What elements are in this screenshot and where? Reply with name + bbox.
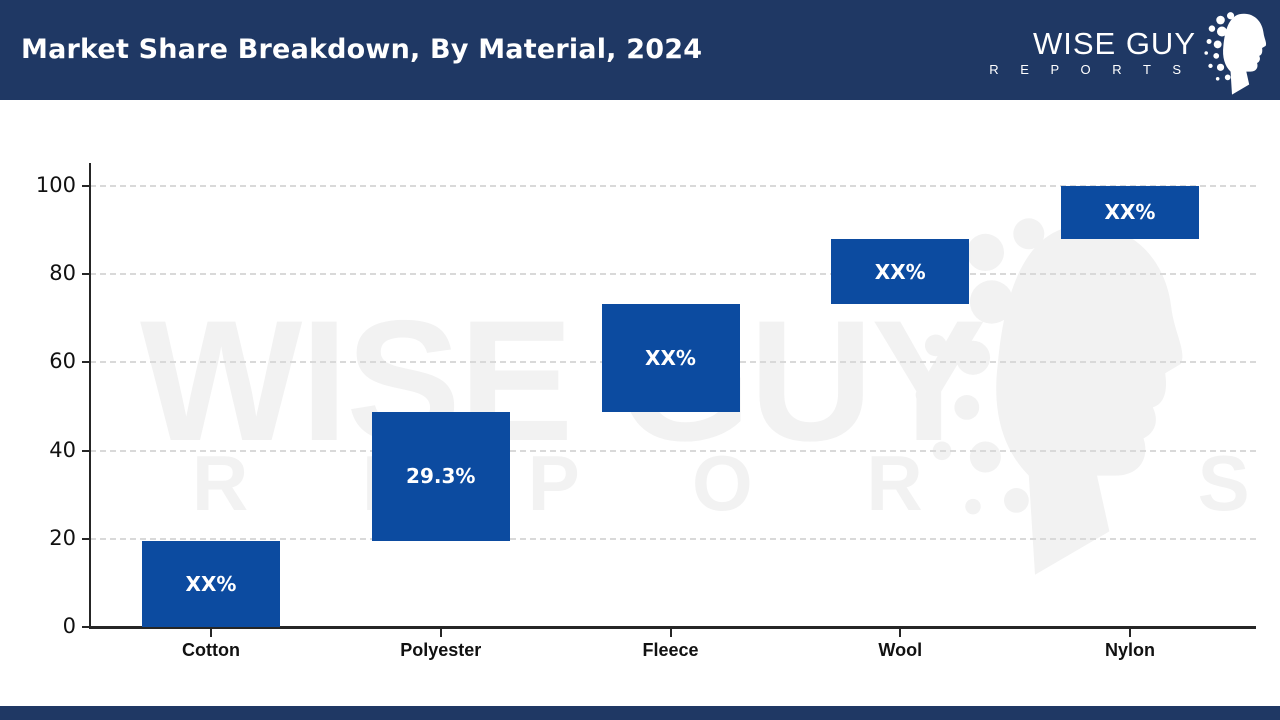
x-tick-label: Polyester [400,640,482,660]
y-tick-mark [82,273,90,276]
x-tick-label: Nylon [1104,640,1155,660]
gridline [90,273,1256,276]
y-tick-label: 20 [49,525,76,550]
y-tick-label: 100 [35,173,76,197]
gridline [90,449,1256,452]
x-tick-mark [899,629,902,637]
y-tick-label: 80 [49,261,76,286]
footer-bar [0,706,1280,720]
header-bar: Market Share Breakdown, By Material, 202… [0,0,1280,100]
bar-value-label: 29.3% [406,464,476,489]
x-tick-mark [669,629,672,637]
y-tick-mark [82,626,90,628]
y-tick-mark [82,361,90,364]
bar-value-label: XX% [645,345,696,370]
x-tick-label: Cotton [182,640,240,660]
y-tick-mark [82,185,90,187]
bar: 29.3% [371,411,510,541]
bar-value-label: XX% [874,259,926,284]
logo-wordmark: WISE GUY [1032,26,1196,61]
chart-area: 0 20 40 60 80 100 XX% Cotton 29.3% Polyester XX% Fl… [0,100,1280,706]
bar: XX% [831,238,970,305]
x-tick-mark [439,629,442,637]
y-tick-label: 60 [49,349,76,374]
x-tick-label: Wool [878,640,923,660]
y-tick-label: 40 [49,437,76,462]
x-tick-mark [210,629,212,637]
bar: XX% [142,541,280,627]
logo-subtitle: R E P O R T S [989,62,1190,77]
gridline [90,537,1256,540]
watermark-wordmark: WISE GUY [140,285,986,477]
x-tick-mark [1129,629,1131,637]
bar: XX% [601,304,740,412]
y-axis-line [89,163,91,627]
y-tick-label: 0 [62,614,76,638]
page-title: Market Share Breakdown, By Material, 202… [21,34,703,65]
bar-value-label: XX% [1104,200,1156,225]
bar-value-label: XX% [185,571,237,596]
wiseguy-logo: WISE GUY R E P O R T S [989,6,1268,96]
y-tick-mark [82,449,90,452]
bar: XX% [1061,186,1199,239]
x-tick-label: Fleece [642,640,699,660]
y-tick-mark [82,537,90,540]
gridline [90,185,1256,187]
head-profile-logo-icon [1204,12,1267,95]
x-axis-line [89,626,1256,629]
